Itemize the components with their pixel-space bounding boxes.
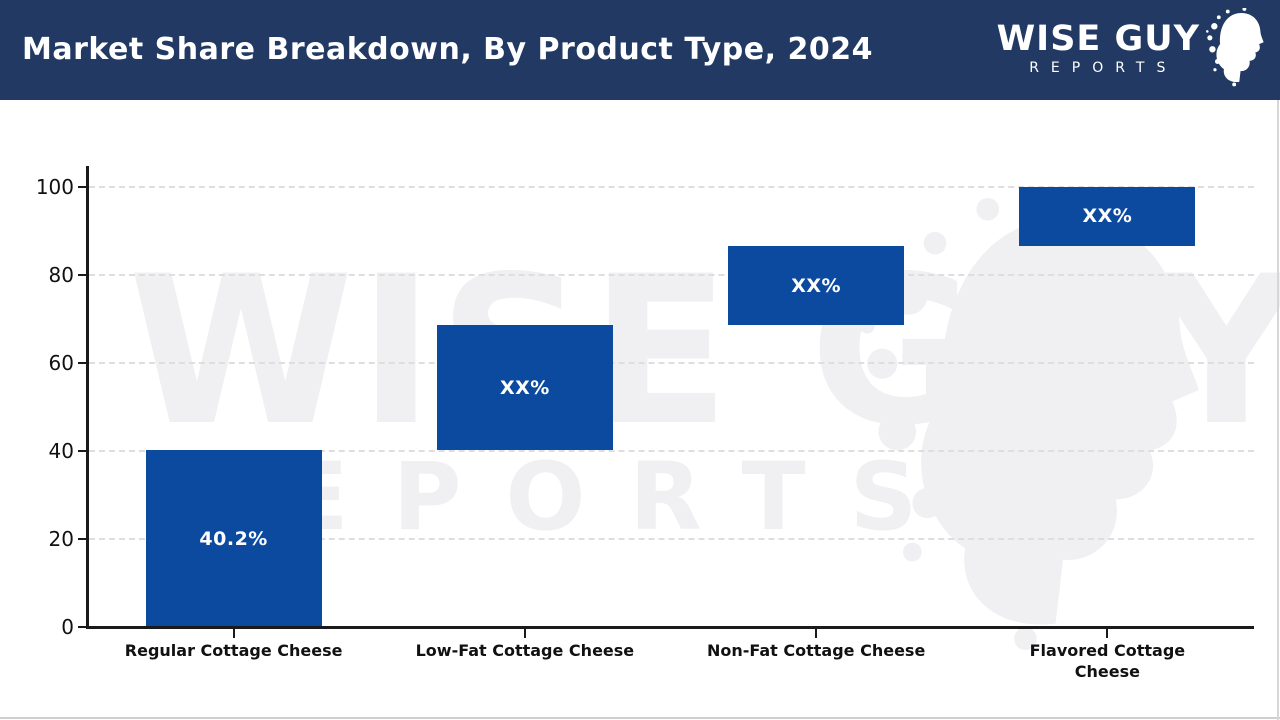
bar-segment: 40.2% (145, 450, 322, 627)
y-tick-label: 60 (48, 351, 74, 375)
bar-value-label: XX% (791, 274, 842, 297)
bottom-border-line (0, 717, 1280, 719)
logo-wordmark: WISE GUY (996, 19, 1200, 59)
bar-segment: XX% (1019, 187, 1196, 246)
y-tick-label: 100 (35, 175, 74, 199)
category-label: Low-Fat Cottage Cheese (415, 641, 635, 660)
y-grid-line (89, 362, 1254, 364)
y-grid-line (89, 186, 1254, 188)
wise-guy-reports-logo: WISE GUY REPORTS (997, 8, 1270, 88)
y-axis-tick (78, 626, 87, 628)
y-tick-label: 40 (48, 439, 74, 463)
y-grid-line (89, 450, 1254, 452)
y-axis-tick (78, 450, 87, 452)
y-axis-line (86, 166, 89, 629)
logo-text: WISE GUY REPORTS (997, 19, 1200, 77)
y-axis-tick (78, 274, 87, 276)
category-label: Non-Fat Cottage Cheese (706, 641, 926, 660)
y-grid-line (89, 538, 1254, 540)
right-border-line (1277, 100, 1279, 720)
x-axis-tick (815, 629, 818, 638)
y-axis-tick (78, 362, 87, 364)
category-label: Regular Cottage Cheese (124, 641, 343, 660)
chart-title: Market Share Breakdown, By Product Type,… (22, 32, 873, 67)
y-tick-label: 80 (48, 263, 74, 287)
logo-face-icon (1206, 8, 1264, 87)
y-tick-label: 0 (61, 615, 74, 639)
logo-reports-text: REPORTS (1029, 60, 1178, 76)
y-tick-label: 20 (48, 527, 74, 551)
bar-segment: XX% (436, 325, 613, 451)
x-axis-tick (232, 629, 235, 638)
y-axis-tick (78, 186, 87, 188)
bar-value-label: XX% (499, 376, 550, 399)
bar-value-label: XX% (1082, 205, 1133, 228)
bar-segment: XX% (728, 245, 905, 326)
watermark-face-icon (859, 198, 1199, 650)
category-label: Flavored Cottage Cheese (1029, 641, 1186, 681)
y-axis-tick (78, 538, 87, 540)
x-axis-tick (1106, 629, 1109, 638)
bar-value-label: 40.2% (199, 527, 268, 550)
title-bar: Market Share Breakdown, By Product Type,… (0, 0, 1280, 100)
x-axis-tick (523, 629, 526, 638)
x-axis-line (86, 626, 1254, 629)
y-grid-line (89, 274, 1254, 276)
